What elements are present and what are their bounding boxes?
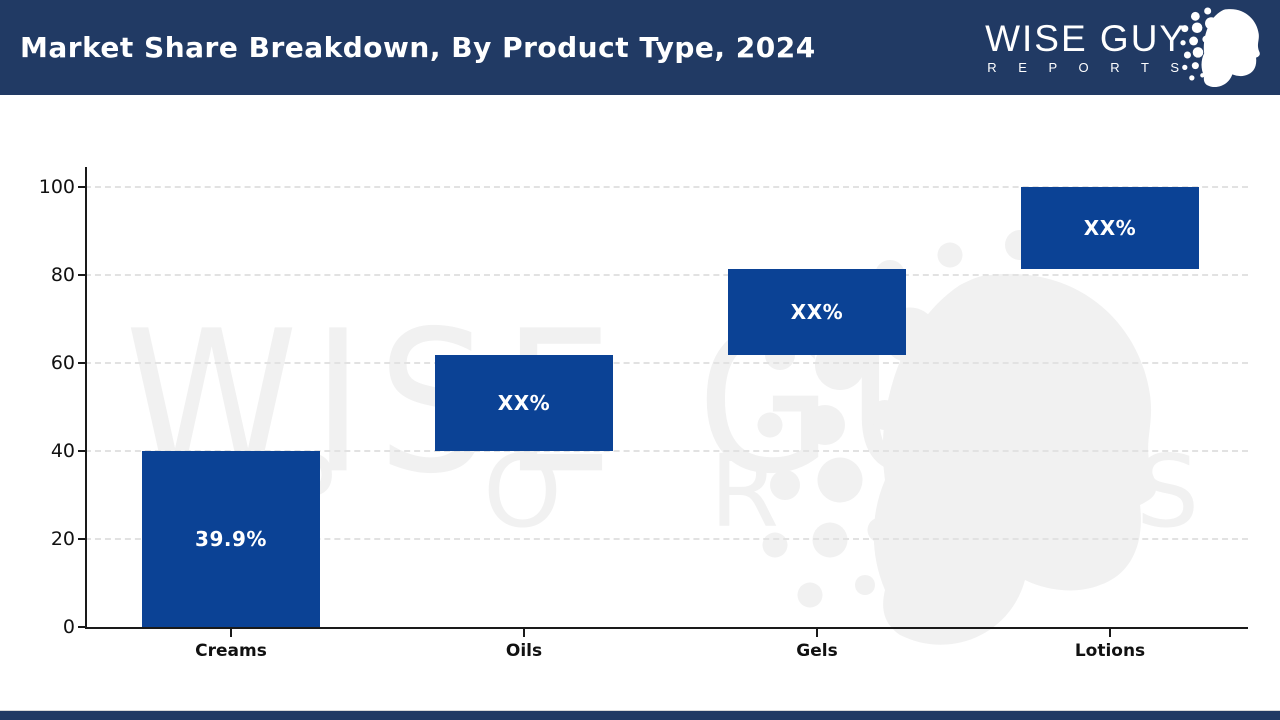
category-label: Gels (796, 641, 838, 661)
bar-value-label: XX% (790, 299, 844, 324)
y-axis-label: 0 (62, 616, 75, 638)
page-title: Market Share Breakdown, By Product Type,… (20, 31, 816, 64)
logo-wordmark: WISE GUY (985, 18, 1187, 59)
gridline-60 (85, 362, 1248, 364)
logo-head-icon (1180, 7, 1260, 87)
y-axis-tick (78, 450, 85, 452)
y-axis-label: 100 (38, 176, 75, 198)
y-axis-tick (78, 186, 85, 188)
gridline-80 (85, 274, 1248, 276)
category-label: Creams (195, 641, 267, 661)
footer-bar (0, 711, 1280, 720)
y-axis-tick (78, 626, 85, 628)
bar-value-label: 39.9% (195, 527, 267, 552)
gridline-40 (85, 450, 1248, 452)
chart-area: WISE GUY P O R T S 0 20 40 60 80 100 39.9% Crea… (0, 95, 1280, 711)
logo-text: WISE GUY R E P O R T S (983, 20, 1188, 75)
category-label: Oils (505, 641, 543, 661)
y-axis-tick (78, 538, 85, 540)
category-label: Lotions (1074, 641, 1146, 661)
y-axis-label: 40 (50, 440, 75, 462)
y-axis (85, 167, 87, 629)
y-axis-label: 60 (50, 352, 75, 374)
wiseguy-logo: WISE GUY R E P O R T S (983, 4, 1280, 92)
x-axis-tick (230, 629, 232, 637)
y-axis-label: 20 (50, 528, 75, 550)
bar-creams: 39.9% (142, 451, 320, 627)
header: Market Share Breakdown, By Product Type,… (0, 0, 1280, 95)
footer-hairline (0, 710, 1280, 711)
bar-value-label: XX% (497, 391, 551, 416)
bar-oils: XX% (435, 355, 613, 452)
x-axis-tick (1109, 629, 1111, 637)
gridline-20 (85, 538, 1248, 540)
bar-value-label: XX% (1083, 215, 1137, 240)
y-axis-label: 80 (50, 264, 75, 286)
bar-lotions: XX% (1021, 187, 1199, 269)
x-axis-tick (816, 629, 818, 637)
x-axis (85, 627, 1248, 629)
y-axis-tick (78, 274, 85, 276)
gridline-100 (85, 186, 1248, 188)
y-axis-tick (78, 362, 85, 364)
logo-subtitle: R E P O R T S (987, 60, 1188, 75)
bar-gels: XX% (728, 268, 906, 356)
x-axis-tick (523, 629, 525, 637)
